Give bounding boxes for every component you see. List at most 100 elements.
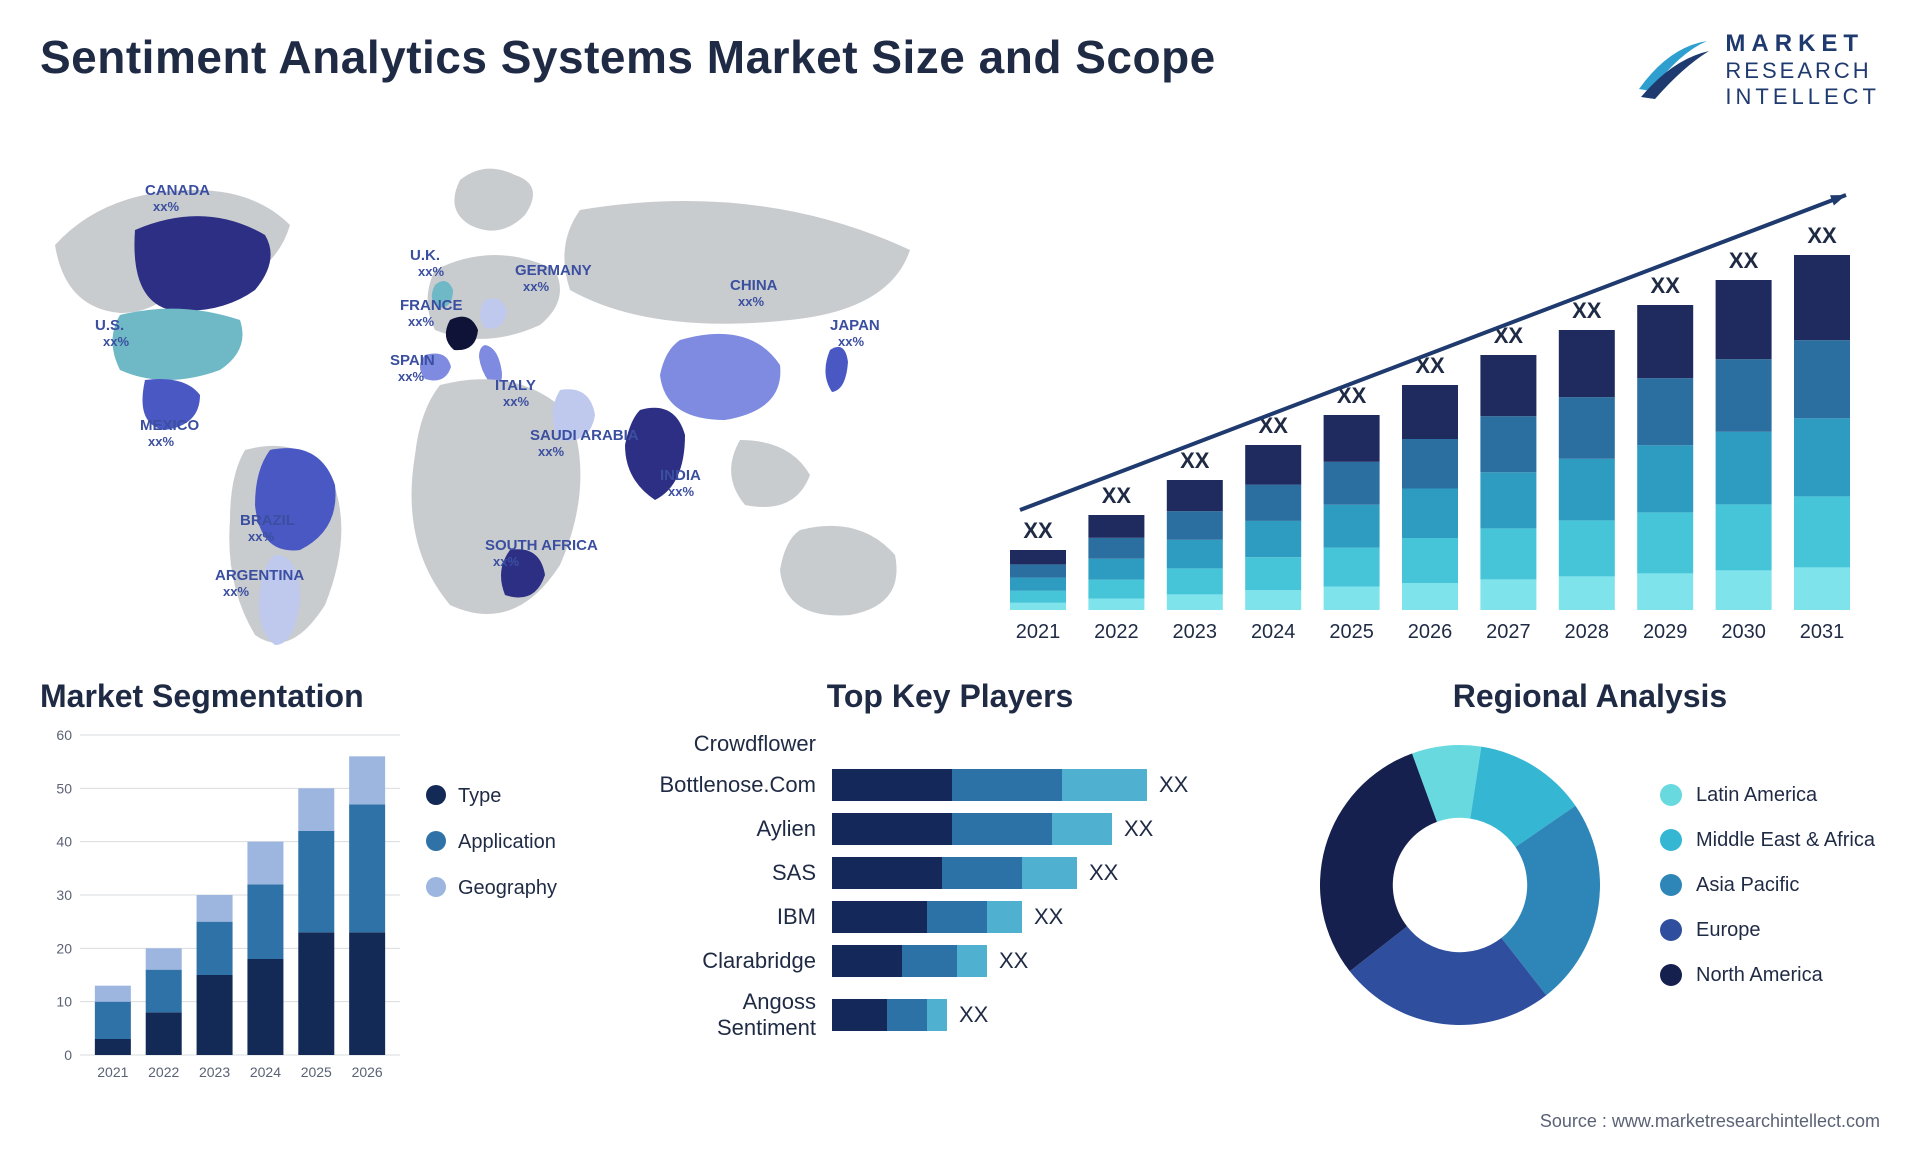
seg-bar-segment: [197, 975, 233, 1055]
growth-year-label: 2028: [1565, 621, 1610, 643]
growth-bar-segment: [1637, 305, 1693, 378]
growth-bar-segment: [1559, 576, 1615, 610]
map-label: JAPAN: [830, 317, 880, 334]
player-bar-segment: [957, 945, 987, 977]
map-label-value: xx%: [153, 199, 179, 214]
player-bar: [832, 857, 1077, 889]
map-label-value: xx%: [738, 294, 764, 309]
players-title: Top Key Players: [640, 678, 1260, 715]
growth-bar-segment: [1324, 548, 1380, 587]
growth-bar-segment: [1559, 397, 1615, 459]
map-label-value: xx%: [223, 584, 249, 599]
map-label: U.S.: [95, 317, 124, 334]
player-bar: [832, 901, 1022, 933]
growth-bar-segment: [1010, 591, 1066, 603]
seg-legend-swatch: [426, 831, 446, 851]
growth-bar-segment: [1088, 515, 1144, 538]
region-legend-label: Middle East & Africa: [1696, 829, 1875, 852]
region-legend-item: Latin America: [1660, 784, 1875, 807]
map-label: INDIA: [660, 467, 701, 484]
player-bar: [832, 813, 1112, 845]
growth-bar-segment: [1167, 480, 1223, 511]
seg-bar-segment: [349, 756, 385, 804]
seg-bar-segment: [298, 932, 334, 1055]
players-panel: Top Key Players Crowdflower Bottlenose.Co…: [640, 672, 1260, 1152]
growth-bar-segment: [1716, 359, 1772, 432]
growth-value-label: XX: [1807, 223, 1837, 248]
footer-source: Source : www.marketresearchintellect.com: [1540, 1111, 1880, 1132]
player-label: IBM: [640, 904, 820, 930]
seg-y-tick: 10: [56, 994, 72, 1010]
world-map: CANADAxx%U.S.xx%MEXICOxx%BRAZILxx%ARGENT…: [40, 140, 940, 660]
player-label: Crowdflower: [640, 731, 820, 757]
seg-bar-segment: [298, 831, 334, 932]
growth-bar-segment: [1716, 504, 1772, 570]
seg-y-tick: 0: [64, 1047, 72, 1063]
growth-bar-segment: [1245, 590, 1301, 610]
seg-legend-swatch: [426, 785, 446, 805]
player-label: Aylien: [640, 816, 820, 842]
player-row: ClarabridgeXX: [640, 945, 1260, 977]
map-label: MEXICO: [140, 417, 200, 434]
growth-year-label: 2029: [1643, 621, 1688, 643]
growth-chart-panel: 2021XX2022XX2023XX2024XX2025XX2026XX2027…: [980, 140, 1880, 660]
player-row: Bottlenose.Com XX: [640, 769, 1260, 801]
player-bar-segment: [832, 769, 952, 801]
growth-bar-segment: [1010, 564, 1066, 577]
growth-bar-segment: [1245, 521, 1301, 557]
growth-bar-segment: [1480, 579, 1536, 610]
player-bar-segment: [832, 999, 887, 1031]
growth-year-label: 2023: [1173, 621, 1218, 643]
map-label-value: xx%: [523, 279, 549, 294]
brand-line-2: RESEARCH: [1725, 58, 1880, 84]
growth-value-label: XX: [1102, 483, 1132, 508]
seg-bar-segment: [146, 1012, 182, 1055]
growth-bar-segment: [1088, 559, 1144, 580]
map-label-value: xx%: [398, 369, 424, 384]
growth-bar-segment: [1167, 568, 1223, 594]
regional-panel: Regional Analysis Latin AmericaMiddle Ea…: [1300, 672, 1880, 1152]
region-legend-item: Asia Pacific: [1660, 874, 1875, 897]
growth-bar-segment: [1324, 415, 1380, 462]
growth-bar-segment: [1324, 505, 1380, 548]
seg-y-tick: 20: [56, 940, 72, 956]
map-label-value: xx%: [408, 314, 434, 329]
seg-y-tick: 30: [56, 887, 72, 903]
player-bar-segment: [942, 857, 1022, 889]
player-bar-segment: [832, 857, 942, 889]
growth-year-label: 2030: [1721, 621, 1766, 643]
growth-bar-segment: [1088, 599, 1144, 610]
player-bar-segment: [927, 901, 987, 933]
growth-bar-segment: [1794, 418, 1850, 496]
player-bar-segment: [887, 999, 927, 1031]
brand-swoosh-icon: [1639, 39, 1711, 101]
growth-bar-segment: [1794, 496, 1850, 567]
growth-bar-segment: [1010, 550, 1066, 564]
growth-bar-segment: [1480, 355, 1536, 416]
region-legend-label: Europe: [1696, 919, 1761, 942]
player-bar: [832, 769, 1147, 801]
player-bar-segment: [952, 769, 1062, 801]
map-label: ARGENTINA: [215, 567, 304, 584]
segmentation-title: Market Segmentation: [40, 678, 600, 715]
player-value: XX: [1159, 772, 1188, 798]
player-row: Angoss SentimentXX: [640, 989, 1260, 1041]
player-bar-segment: [902, 945, 957, 977]
seg-y-tick: 60: [56, 727, 72, 743]
map-label-value: xx%: [668, 484, 694, 499]
player-value: XX: [1124, 816, 1153, 842]
map-label: FRANCE: [400, 297, 463, 314]
growth-bar-segment: [1324, 462, 1380, 505]
growth-bar-segment: [1559, 330, 1615, 397]
growth-bar-segment: [1088, 538, 1144, 559]
map-label-value: xx%: [503, 394, 529, 409]
map-label-value: xx%: [538, 444, 564, 459]
growth-year-label: 2024: [1251, 621, 1296, 643]
map-label: CANADA: [145, 182, 210, 199]
player-label: Bottlenose.Com: [640, 772, 820, 798]
player-bar-segment: [832, 945, 902, 977]
map-label: SAUDI ARABIA: [530, 427, 639, 444]
player-value: XX: [959, 1002, 988, 1028]
map-label-value: xx%: [838, 334, 864, 349]
growth-bar-segment: [1167, 511, 1223, 540]
